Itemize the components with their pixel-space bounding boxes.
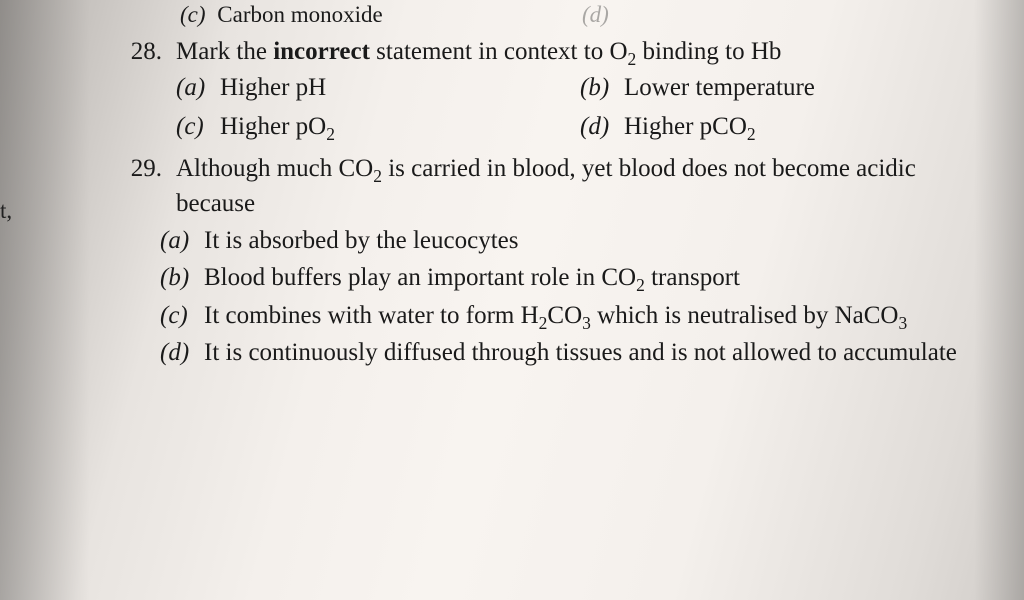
option-text: Higher pO2: [220, 108, 580, 147]
subscript: 2: [747, 124, 756, 144]
q28-option-a: (a) Higher pH: [176, 69, 580, 108]
subscript: 2: [373, 166, 382, 186]
q28-option-d: (d) Higher pCO2: [580, 108, 984, 147]
option-label: (b): [160, 260, 204, 296]
margin-label: t,: [0, 198, 12, 224]
subscript: 3: [582, 313, 591, 333]
subscript: 2: [636, 275, 645, 295]
option-text: Higher pH: [220, 69, 580, 108]
stem-text: Mark the: [176, 38, 273, 65]
stem-text: binding to Hb: [636, 38, 781, 65]
question-29: 29. Although much CO2 is carried in bloo…: [110, 151, 984, 221]
q29-options: (a) It is absorbed by the leucocytes (b)…: [110, 223, 984, 371]
question-28: 28. Mark the incorrect statement in cont…: [110, 34, 984, 69]
q29-option-b: (b) Blood buffers play an important role…: [160, 260, 984, 296]
q28-option-c: (c) Higher pO2: [176, 108, 580, 147]
subscript: 2: [628, 49, 637, 69]
prev-question-options: (c) Carbon monoxide (d): [110, 0, 984, 28]
page-curl-shadow-left: [0, 0, 90, 600]
option-label: (c): [180, 2, 206, 27]
stem-text: statement in context to O: [370, 38, 628, 65]
stem-text: Although much CO: [176, 155, 373, 182]
option-label: (d): [580, 108, 624, 147]
question-stem: Mark the incorrect statement in context …: [176, 34, 984, 69]
option-text: Higher pCO2: [624, 108, 984, 147]
subscript: 3: [898, 313, 907, 333]
prev-option-c: (c) Carbon monoxide: [180, 2, 582, 28]
option-text: It combines with water to form H2CO3 whi…: [204, 298, 984, 334]
question-number: 28.: [110, 34, 176, 69]
q29-option-a: (a) It is absorbed by the leucocytes: [160, 223, 984, 259]
q29-option-d: (d) It is continuously diffused through …: [160, 335, 984, 371]
option-text: Lower temperature: [624, 69, 984, 108]
option-label: (c): [176, 108, 220, 147]
option-text: It is continuously diffused through tiss…: [204, 335, 984, 371]
option-label: (c): [160, 298, 204, 334]
subscript: 2: [326, 124, 335, 144]
q28-options: (a) Higher pH (b) Lower temperature (c) …: [110, 69, 984, 147]
prev-option-d: (d): [582, 2, 984, 28]
q29-option-c: (c) It combines with water to form H2CO3…: [160, 298, 984, 334]
option-label: (d): [582, 2, 609, 27]
q28-option-b: (b) Lower temperature: [580, 69, 984, 108]
option-label: (a): [160, 223, 204, 259]
option-text: Blood buffers play an important role in …: [204, 260, 984, 296]
option-label: (d): [160, 335, 204, 371]
stem-bold: incorrect: [273, 38, 370, 65]
option-label: (b): [580, 69, 624, 108]
option-text: It is absorbed by the leucocytes: [204, 223, 984, 259]
textbook-page: t, (c) Carbon monoxide (d) 28. Mark the …: [0, 0, 1024, 600]
option-text: Carbon monoxide: [217, 2, 382, 27]
question-stem: Although much CO2 is carried in blood, y…: [176, 151, 984, 221]
option-label: (a): [176, 69, 220, 108]
question-number: 29.: [110, 151, 176, 221]
